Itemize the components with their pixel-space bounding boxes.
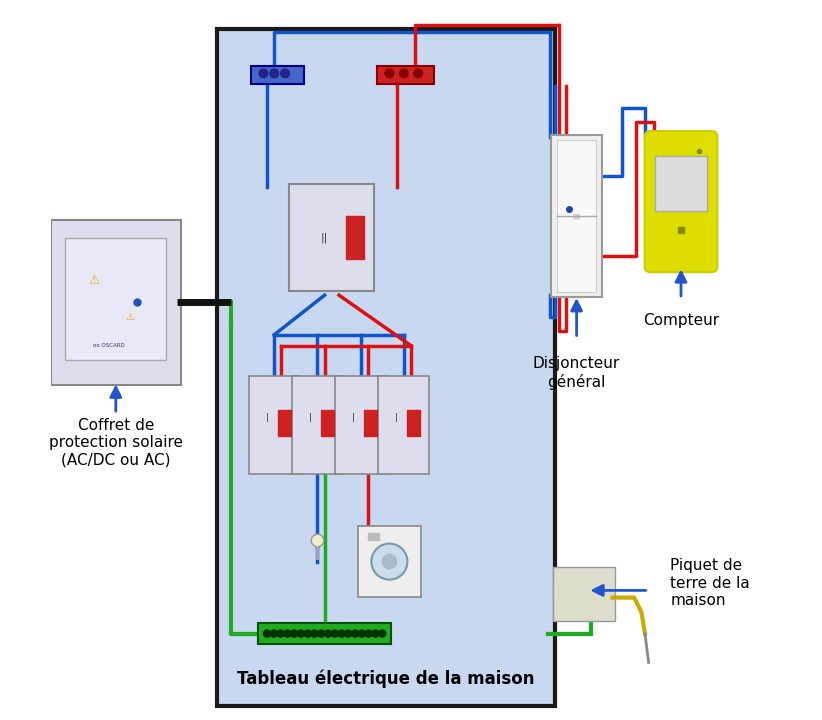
Circle shape xyxy=(365,630,372,637)
FancyBboxPatch shape xyxy=(217,29,555,706)
Circle shape xyxy=(259,69,268,78)
Circle shape xyxy=(284,630,291,637)
Circle shape xyxy=(338,630,345,637)
Text: ||: || xyxy=(321,233,328,243)
Circle shape xyxy=(311,630,318,637)
Circle shape xyxy=(290,630,298,637)
Circle shape xyxy=(372,630,379,637)
Text: |: | xyxy=(395,413,398,422)
FancyBboxPatch shape xyxy=(378,376,429,474)
Circle shape xyxy=(280,69,289,78)
Text: ⚠: ⚠ xyxy=(89,274,99,287)
Circle shape xyxy=(263,630,270,637)
Text: Tableau électrique de la maison: Tableau électrique de la maison xyxy=(237,669,534,688)
FancyBboxPatch shape xyxy=(289,184,374,291)
Circle shape xyxy=(298,630,304,637)
Text: ||||: |||| xyxy=(573,213,580,219)
Text: |: | xyxy=(266,413,269,422)
Circle shape xyxy=(270,630,277,637)
FancyBboxPatch shape xyxy=(51,220,181,385)
Text: Disjoncteur
général: Disjoncteur général xyxy=(533,356,621,390)
FancyBboxPatch shape xyxy=(377,66,434,84)
Circle shape xyxy=(270,69,279,78)
FancyBboxPatch shape xyxy=(553,567,615,621)
Text: Piquet de
terre de la
maison: Piquet de terre de la maison xyxy=(670,558,750,608)
Circle shape xyxy=(372,544,408,580)
Circle shape xyxy=(414,69,423,78)
Circle shape xyxy=(317,630,325,637)
Circle shape xyxy=(325,630,331,637)
FancyBboxPatch shape xyxy=(358,526,421,597)
Text: Compteur: Compteur xyxy=(643,313,719,328)
Bar xyxy=(346,216,364,259)
Circle shape xyxy=(304,630,312,637)
Circle shape xyxy=(358,630,366,637)
Circle shape xyxy=(277,630,284,637)
Circle shape xyxy=(385,69,394,78)
FancyBboxPatch shape xyxy=(292,376,343,474)
FancyBboxPatch shape xyxy=(248,376,300,474)
Text: |: | xyxy=(352,413,355,422)
Text: ⚠: ⚠ xyxy=(126,312,135,322)
Bar xyxy=(408,410,420,436)
Circle shape xyxy=(344,630,352,637)
Circle shape xyxy=(382,554,396,569)
FancyBboxPatch shape xyxy=(551,135,603,297)
Circle shape xyxy=(352,630,358,637)
FancyBboxPatch shape xyxy=(252,66,304,84)
FancyBboxPatch shape xyxy=(556,140,597,292)
Text: Coffret de
protection solaire
(AC/DC ou AC): Coffret de protection solaire (AC/DC ou … xyxy=(48,418,182,467)
Bar xyxy=(278,410,291,436)
FancyBboxPatch shape xyxy=(644,131,718,272)
FancyBboxPatch shape xyxy=(258,623,390,644)
Bar xyxy=(364,410,377,436)
FancyBboxPatch shape xyxy=(66,238,166,360)
Circle shape xyxy=(331,630,339,637)
Bar xyxy=(367,533,379,540)
FancyBboxPatch shape xyxy=(655,156,707,211)
Text: oo OSCARD: oo OSCARD xyxy=(93,343,124,348)
Bar xyxy=(321,410,334,436)
Circle shape xyxy=(379,630,386,637)
Circle shape xyxy=(399,69,408,78)
FancyBboxPatch shape xyxy=(335,376,386,474)
Text: |: | xyxy=(309,413,312,422)
